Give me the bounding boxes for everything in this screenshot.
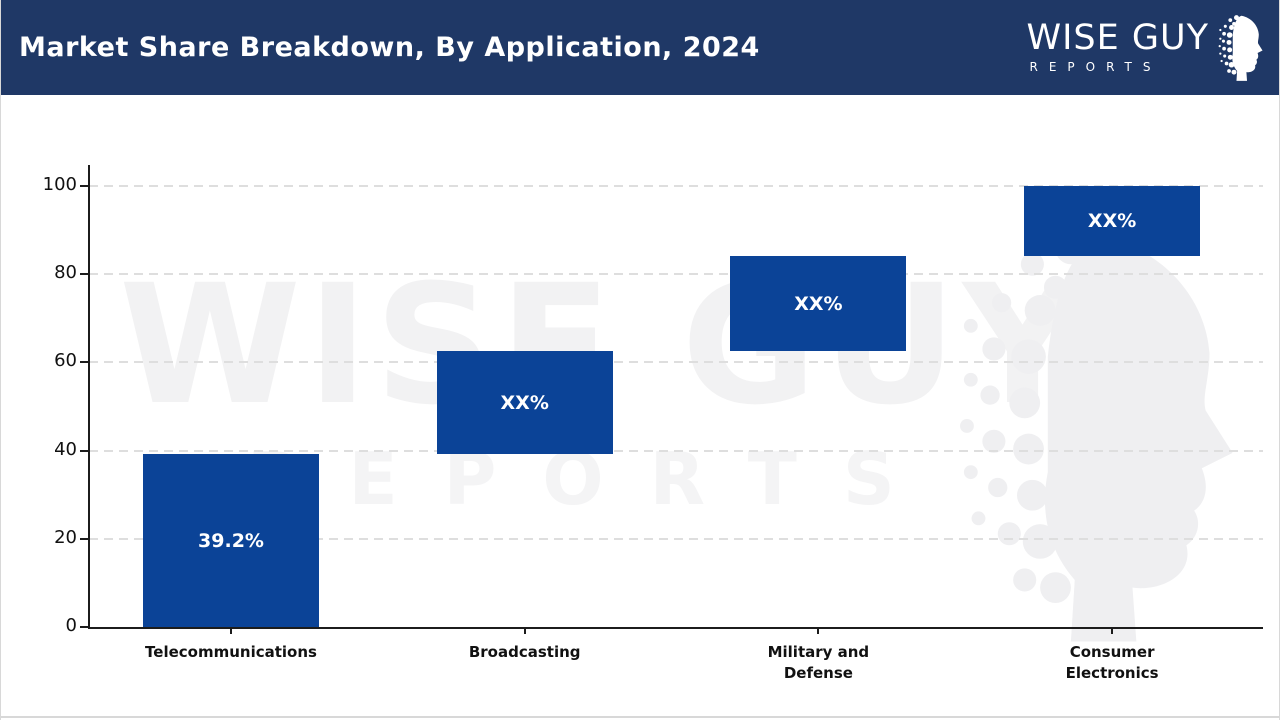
y-axis-tick [80, 449, 89, 452]
chart-plot-area: WISE GUY REPORTS 0 20 40 60 80 100 39.2% Teleco… [1, 95, 1279, 720]
x-axis-line [88, 627, 1263, 629]
x-category-label: Military and Defense [767, 643, 870, 682]
bar-value-label: XX% [1087, 210, 1137, 233]
watermark-dotted-head-icon [960, 233, 1233, 642]
y-axis-tick [80, 273, 89, 276]
y-axis-tick-label: 60 [54, 350, 77, 372]
wise-guy-reports-logo: WISE GUY REPORTS [1026, 13, 1265, 83]
bar: XX% [436, 350, 613, 455]
bar: 39.2% [143, 454, 319, 627]
y-axis-tick-label: 40 [54, 438, 77, 460]
grid-line [89, 449, 1263, 452]
y-axis-tick-label: 20 [54, 526, 77, 548]
y-axis-tick [80, 537, 89, 540]
grid-line [89, 537, 1263, 540]
watermark-reports: REPORTS [247, 437, 941, 521]
bar-value-label: 39.2% [198, 529, 264, 552]
y-axis-tick-label: 0 [65, 615, 77, 636]
y-axis-tick [80, 185, 89, 187]
y-axis-tick-label: 100 [42, 174, 77, 195]
x-category-label: Broadcasting [468, 643, 581, 661]
x-axis-tick [1111, 627, 1114, 634]
logo-text: WISE GUY REPORTS [1026, 18, 1209, 75]
y-axis-tick [80, 626, 89, 628]
bar-value-label: XX% [500, 391, 549, 414]
grid-line [89, 273, 1263, 276]
logo-reports-label: REPORTS [1029, 60, 1162, 74]
y-axis-tick [80, 361, 89, 364]
header-bar: Market Share Breakdown, By Application, … [1, 0, 1279, 95]
y-axis-tick-label: 80 [54, 262, 77, 284]
grid-line [89, 361, 1263, 364]
frame-bottom-line [1, 716, 1279, 718]
x-axis-tick [523, 627, 526, 634]
grid-line [89, 185, 1263, 187]
x-axis-tick [817, 627, 820, 634]
bar-value-label: XX% [794, 292, 843, 315]
y-axis-line [88, 165, 90, 629]
dotted-head-icon [1218, 14, 1263, 81]
x-axis-tick [230, 627, 232, 634]
bar: XX% [730, 256, 907, 351]
chart-title: Market Share Breakdown, By Application, … [19, 32, 760, 63]
x-category-label: Telecommunications [145, 643, 317, 661]
logo-wordmark: WISE GUY [1026, 18, 1209, 58]
x-category-label: Consumer Electronics [1065, 643, 1159, 682]
bar: XX% [1024, 186, 1201, 257]
